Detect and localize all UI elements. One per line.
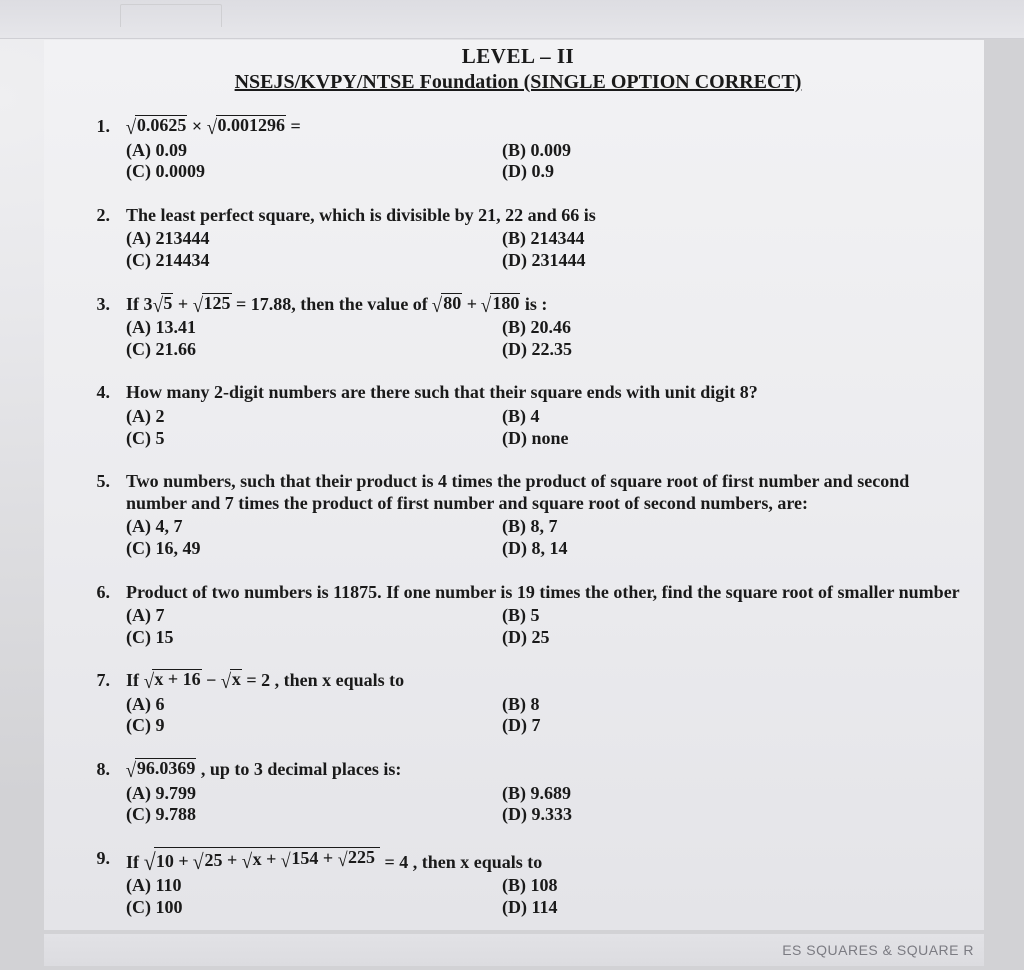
question-text: √96.0369 , up to 3 decimal places is: [126,759,962,781]
question-number: 7. [74,670,118,737]
option-a: (A) 13.41 [126,317,470,339]
option-b: (B) 8 [502,694,846,716]
question-body: The least perfect square, which is divis… [126,205,962,272]
option-b: (B) 108 [502,875,846,897]
option-d: (D) 231444 [502,250,846,272]
option-b: (B) 20.46 [502,317,846,339]
options-grid: (A) 2 (B) 4 (C) 5 (D) none [126,406,846,449]
option-d: (D) none [502,428,846,450]
option-c: (C) 21.66 [126,339,470,361]
bottom-band-text: ES SQUARES & SQUARE R [782,942,974,958]
level-title: LEVEL – II [74,44,962,69]
option-a: (A) 9.799 [126,783,470,805]
question-number: 3. [74,294,118,361]
question-body: √96.0369 , up to 3 decimal places is:(A)… [126,759,962,826]
question-body: How many 2-digit numbers are there such … [126,382,962,449]
bottom-band: ES SQUARES & SQUARE R [44,934,984,966]
option-c: (C) 9 [126,715,470,737]
options-grid: (A) 110 (B) 108 (C) 100 (D) 114 [126,875,846,918]
options-grid: (A) 6 (B) 8 (C) 9 (D) 7 [126,694,846,737]
option-c: (C) 9.788 [126,804,470,826]
question-text: How many 2-digit numbers are there such … [126,382,962,404]
option-c: (C) 15 [126,627,470,649]
question-block: 1. √0.0625 × √0.001296 =(A) 0.09 (B) 0.009… [74,116,962,183]
question-text: Product of two numbers is 11875. If one … [126,582,962,604]
question-block: 9. If √10 + √25 + √x + √154 + √225 = 4 , … [74,848,962,919]
question-body: If √x + 16 − √x = 2 , then x equals to(A… [126,670,962,737]
option-b: (B) 8, 7 [502,516,846,538]
question-block: 8.√96.0369 , up to 3 decimal places is:(… [74,759,962,826]
option-d: (D) 114 [502,897,846,919]
option-b: (B) 5 [502,605,846,627]
question-block: 5.Two numbers, such that their product i… [74,471,962,559]
option-b: (B) 214344 [502,228,846,250]
question-block: 7.If √x + 16 − √x = 2 , then x equals to… [74,670,962,737]
question-body: Two numbers, such that their product is … [126,471,962,559]
option-b: (B) 0.009 [502,140,846,162]
question-body: If √10 + √25 + √x + √154 + √225 = 4 , th… [126,848,962,919]
page-top-torn-edge [0,0,1024,39]
question-number: 9. [74,848,118,919]
question-text: √0.0625 × √0.001296 = [126,116,962,138]
question-body: Product of two numbers is 11875. If one … [126,582,962,649]
options-grid: (A) 4, 7 (B) 8, 7 (C) 16, 49 (D) 8, 14 [126,516,846,559]
option-b: (B) 9.689 [502,783,846,805]
question-block: 4. How many 2-digit numbers are there suc… [74,382,962,449]
options-grid: (A) 0.09 (B) 0.009 (C) 0.0009 (D) 0.9 [126,140,846,183]
question-number: 6. [74,582,118,649]
option-c: (C) 214434 [126,250,470,272]
option-c: (C) 0.0009 [126,161,470,183]
question-body: √0.0625 × √0.001296 =(A) 0.09 (B) 0.009 (C… [126,116,962,183]
option-d: (D) 0.9 [502,161,846,183]
option-a: (A) 0.09 [126,140,470,162]
option-d: (D) 7 [502,715,846,737]
option-d: (D) 8, 14 [502,538,846,560]
option-a: (A) 4, 7 [126,516,470,538]
option-a: (A) 6 [126,694,470,716]
option-a: (A) 7 [126,605,470,627]
option-a: (A) 213444 [126,228,470,250]
question-number: 5. [74,471,118,559]
question-block: 6. Product of two numbers is 11875. If on… [74,582,962,649]
foundation-subtitle: NSEJS/KVPY/NTSE Foundation (SINGLE OPTIO… [74,71,962,94]
options-grid: (A) 13.41 (B) 20.46 (C) 21.66 (D) 22.35 [126,317,846,360]
options-grid: (A) 7 (B) 5 (C) 15 (D) 25 [126,605,846,648]
question-text: The least perfect square, which is divis… [126,205,962,227]
option-c: (C) 16, 49 [126,538,470,560]
options-grid: (A) 9.799 (B) 9.689 (C) 9.788 (D) 9.333 [126,783,846,826]
question-text: If 3√5 + √125 = 17.88, then the value of… [126,294,962,316]
option-c: (C) 5 [126,428,470,450]
option-d: (D) 9.333 [502,804,846,826]
question-number: 8. [74,759,118,826]
options-grid: (A) 213444 (B) 214344 (C) 214434 (D) 231444 [126,228,846,271]
worksheet-sheet: LEVEL – II NSEJS/KVPY/NTSE Foundation (S… [44,40,984,930]
option-d: (D) 22.35 [502,339,846,361]
question-number: 2. [74,205,118,272]
option-a: (A) 110 [126,875,470,897]
question-text: Two numbers, such that their product is … [126,471,962,514]
question-block: 3. If 3√5 + √125 = 17.88, then the value … [74,294,962,361]
question-text: If √10 + √25 + √x + √154 + √225 = 4 , th… [126,848,962,874]
question-text: If √x + 16 − √x = 2 , then x equals to [126,670,962,692]
question-body: If 3√5 + √125 = 17.88, then the value of… [126,294,962,361]
option-d: (D) 25 [502,627,846,649]
option-a: (A) 2 [126,406,470,428]
question-number: 4. [74,382,118,449]
option-c: (C) 100 [126,897,470,919]
page-top-slot [120,4,222,27]
question-block: 2. The least perfect square, which is div… [74,205,962,272]
option-b: (B) 4 [502,406,846,428]
question-number: 1. [74,116,118,183]
worksheet-header: LEVEL – II NSEJS/KVPY/NTSE Foundation (S… [74,44,962,94]
